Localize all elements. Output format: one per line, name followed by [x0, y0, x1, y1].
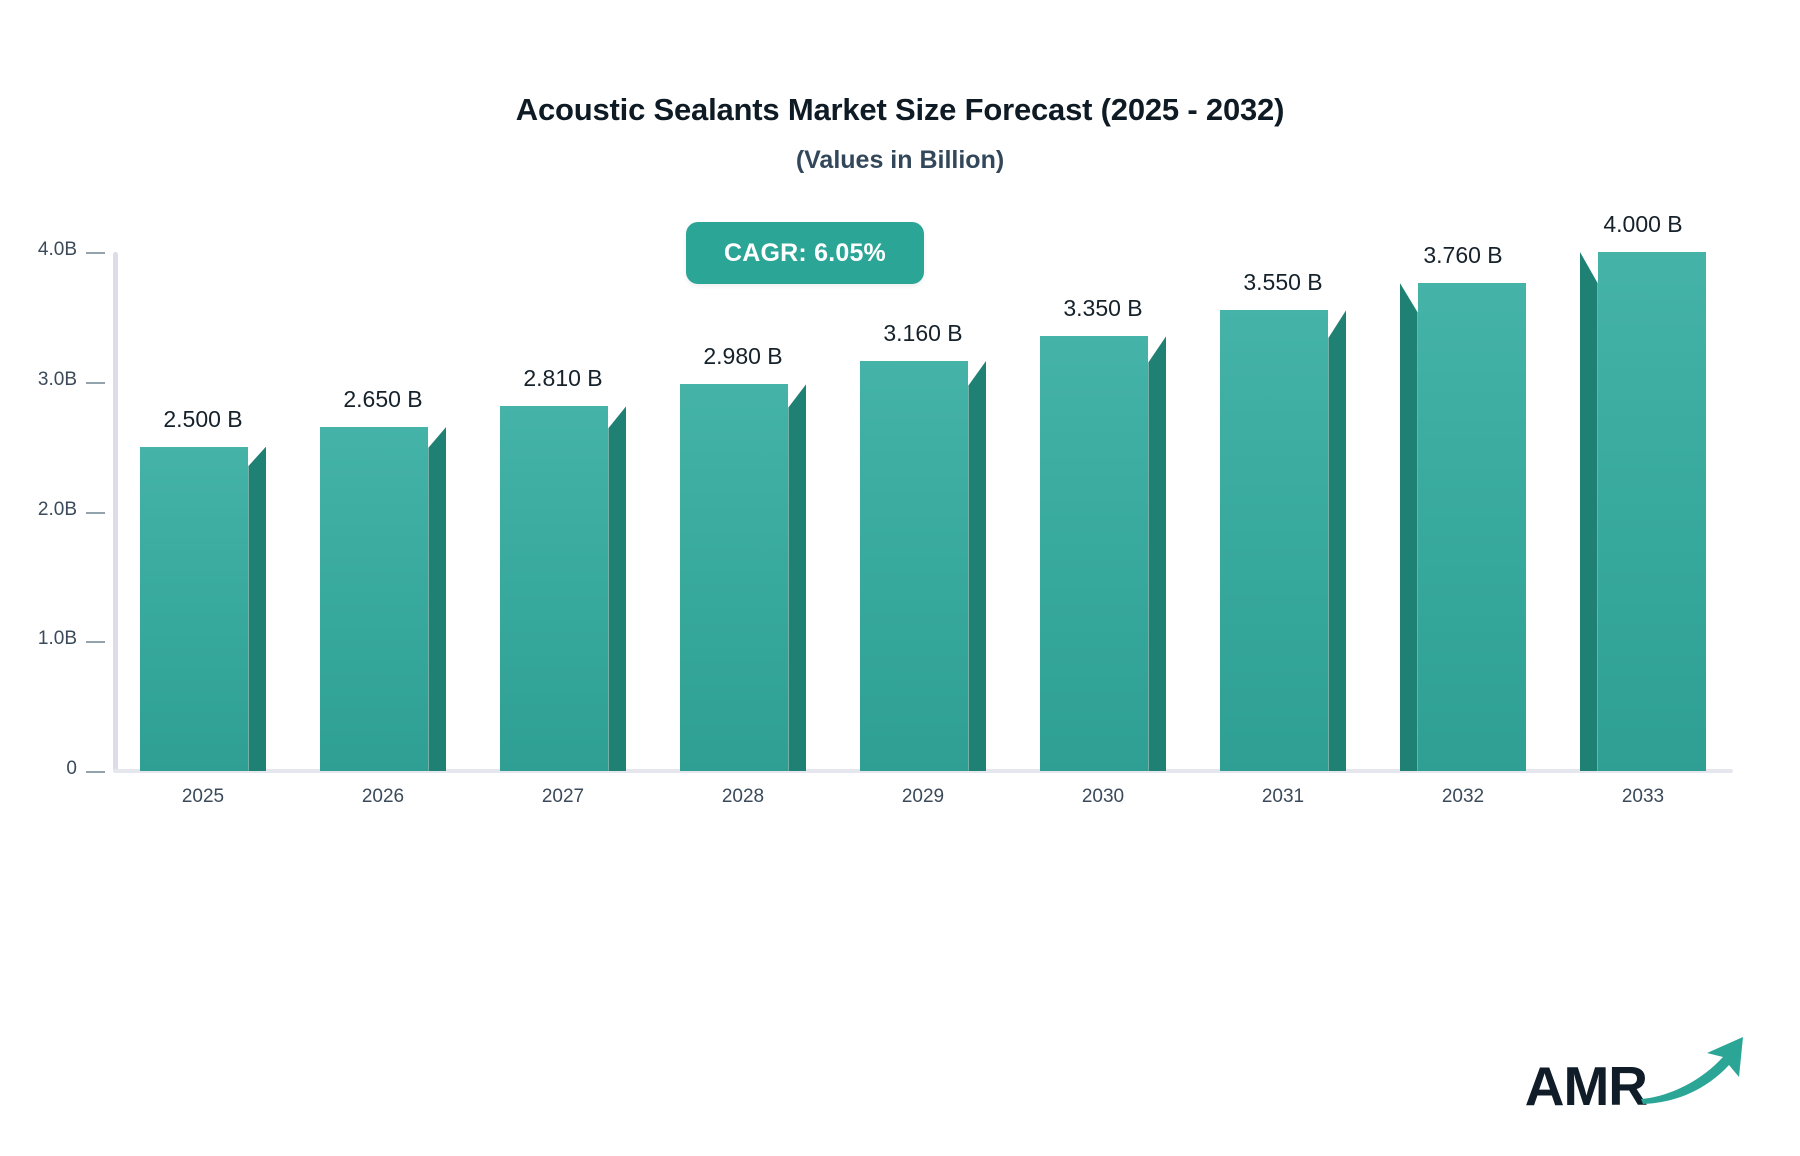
x-axis-baseline — [113, 769, 1733, 773]
bar-column[interactable] — [1220, 310, 1346, 771]
logo-text: AMR — [1524, 1055, 1648, 1117]
bar-side-face — [788, 384, 806, 771]
bar-column[interactable] — [1040, 336, 1166, 771]
bar-front-face — [140, 446, 249, 771]
bar-front-face — [860, 361, 969, 771]
bar-column[interactable] — [1400, 283, 1526, 771]
y-axis-tick-mark — [86, 252, 105, 254]
bar-value-label: 3.550 B — [1243, 269, 1323, 296]
y-axis-tick: 0 — [0, 758, 113, 779]
bar-front-face — [1417, 283, 1526, 771]
y-axis-tick-label: 4.0B — [37, 239, 77, 260]
x-axis-label: 2025 — [181, 786, 225, 807]
y-axis-tick: 1.0B — [0, 628, 113, 649]
bar-front-face — [500, 406, 609, 771]
y-axis-tick: 4.0B — [0, 239, 113, 260]
bar-column[interactable] — [500, 406, 626, 771]
x-axis-label: 2028 — [721, 786, 765, 807]
bar-front-face — [680, 384, 789, 771]
bar-value-label: 2.810 B — [523, 365, 603, 392]
chart-header: Acoustic Sealants Market Size Forecast (… — [0, 0, 1800, 175]
bar-value-label: 3.350 B — [1063, 295, 1143, 322]
x-axis-label: 2026 — [361, 786, 405, 807]
bar-column[interactable] — [860, 361, 986, 771]
amr-logo: AMR — [1525, 1033, 1755, 1114]
page-title: Acoustic Sealants Market Size Forecast (… — [515, 92, 1285, 127]
bar-side-face — [1328, 310, 1346, 771]
bar-column[interactable] — [320, 427, 446, 771]
y-axis-tick-label: 2.0B — [37, 498, 77, 520]
bar-item[interactable]: 3.350 B — [1040, 252, 1166, 771]
y-axis-tick-label: 3.0B — [37, 368, 77, 390]
bar-item[interactable]: 4.000 B — [1580, 211, 1706, 771]
bar-item[interactable]: 2.500 B — [140, 252, 266, 771]
bar-side-face — [968, 361, 986, 771]
y-axis-tick-mark — [86, 511, 105, 514]
bar-item[interactable]: 2.810 B — [500, 252, 626, 771]
bar-value-label: 3.760 B — [1423, 242, 1503, 269]
bar-side-face — [608, 406, 626, 771]
bar-value-label: 3.160 B — [883, 320, 963, 346]
y-axis-tick-mark — [86, 381, 105, 384]
y-axis-tick-label: 1.0B — [37, 628, 77, 650]
bar-side-face — [1148, 336, 1166, 771]
y-axis-tick-mark — [86, 771, 105, 773]
y-axis-tick: 2.0B — [0, 499, 113, 520]
x-axis-label: 2031 — [1261, 786, 1305, 807]
growth-arrow-icon — [1637, 1033, 1755, 1110]
bar-side-face — [248, 446, 266, 771]
bar-side-face — [428, 427, 446, 771]
bar-column[interactable] — [1580, 252, 1706, 771]
bar-value-label: 2.500 B — [163, 405, 243, 432]
bar-item[interactable]: 3.550 B — [1220, 252, 1346, 771]
bar-side-face — [1580, 252, 1598, 771]
x-axis-label: 2030 — [1081, 786, 1125, 807]
bar-front-face — [1220, 310, 1329, 771]
bar-item[interactable]: 3.760 B — [1400, 242, 1526, 771]
cagr-badge-label: CAGR: 6.05% — [724, 238, 886, 267]
bar-item[interactable]: 2.650 B — [320, 252, 446, 771]
y-axis-tick-label: 0 — [66, 758, 77, 779]
cagr-badge: CAGR: 6.05% — [686, 222, 924, 284]
bar-value-label: 2.650 B — [343, 386, 423, 413]
bar-item[interactable]: 3.160 B — [860, 252, 986, 771]
y-axis-tick-mark — [86, 641, 105, 644]
bar-series: 2.500 B 2.650 B 2.810 B 2.980 B 3.160 B 3.350… — [113, 211, 1733, 771]
bar-column[interactable] — [680, 384, 806, 771]
bar-side-face — [1400, 283, 1418, 771]
bar-item[interactable]: 2.980 B — [680, 252, 806, 771]
bar-value-label: 2.980 B — [703, 343, 783, 370]
bar-front-face — [1040, 336, 1149, 771]
x-axis-label: 2029 — [901, 786, 945, 807]
x-axis-label: 2033 — [1621, 786, 1665, 807]
bar-value-label: 4.000 B — [1603, 211, 1683, 237]
chart-subtitle: (Values in Billion) — [795, 146, 1005, 174]
y-axis-line — [113, 252, 118, 772]
x-axis-label: 2027 — [541, 786, 585, 807]
bar-column[interactable] — [140, 446, 266, 771]
bar-front-face — [320, 427, 429, 771]
bar-front-face — [1597, 252, 1706, 771]
x-axis-label: 2032 — [1441, 786, 1485, 807]
y-axis-tick: 3.0B — [0, 369, 113, 390]
